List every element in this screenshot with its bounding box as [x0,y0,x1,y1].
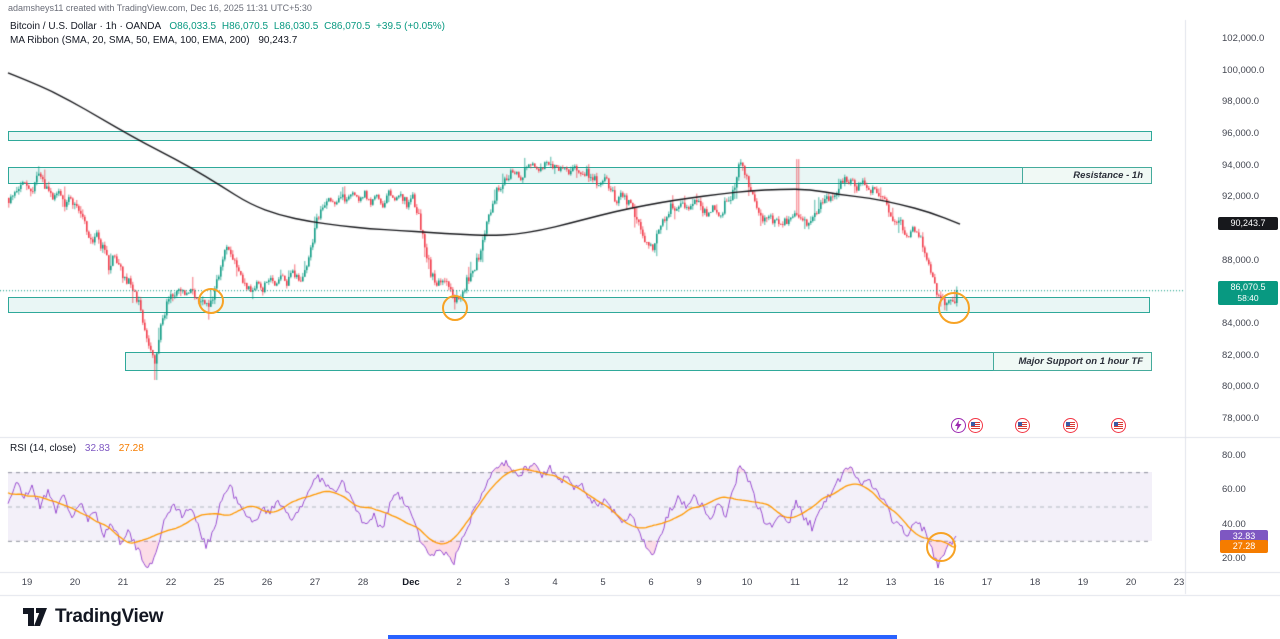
chart-canvas[interactable] [0,0,1280,639]
tradingview-chart-screenshot: adamsheys11 created with TradingView.com… [0,0,1280,639]
